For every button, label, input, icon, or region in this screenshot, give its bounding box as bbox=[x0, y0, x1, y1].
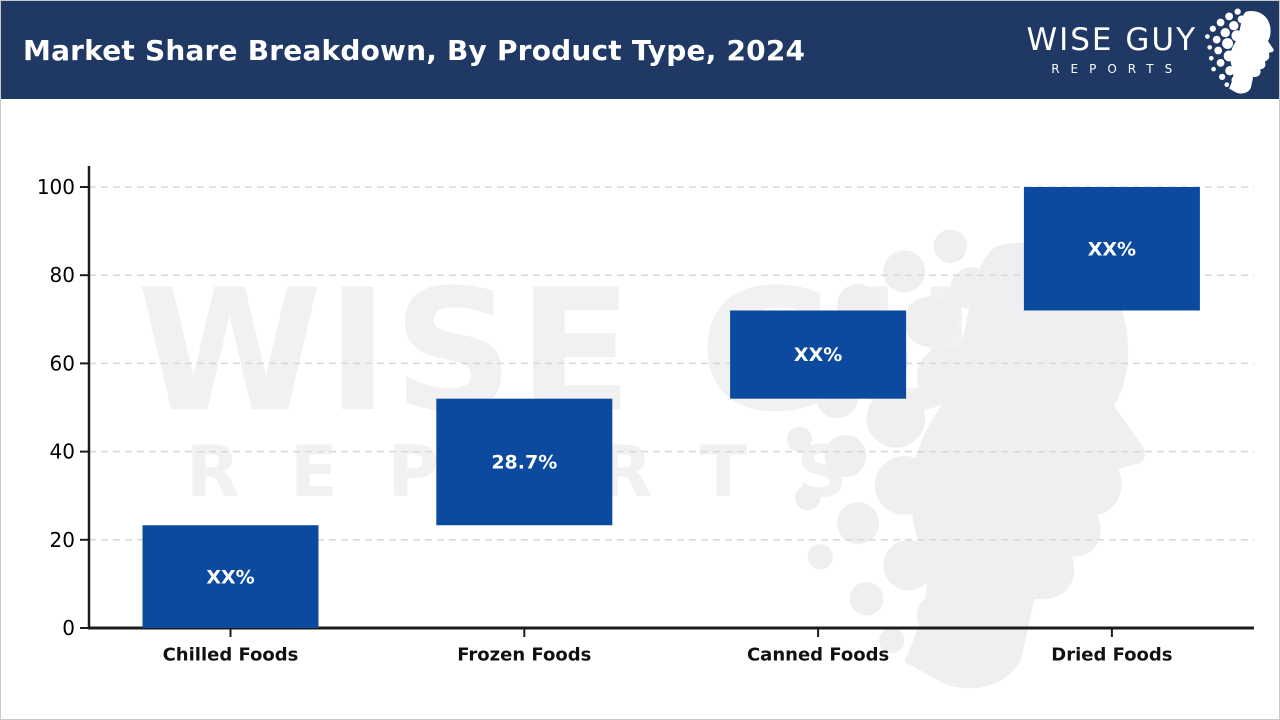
bar-label-1: XX% bbox=[206, 566, 254, 588]
bar-chart: 0 20 40 60 80 100 XX% Chilled Foods 28.7% Frozen … bbox=[37, 166, 1254, 665]
bar-chilled-foods bbox=[142, 525, 319, 628]
logo-text: WISE GUY REPORTS bbox=[1026, 22, 1197, 76]
chart-title: Market Share Breakdown, By Product Type,… bbox=[23, 33, 806, 67]
x-category-label-4: Dried Foods bbox=[1051, 644, 1172, 665]
y-tick-label-40: 40 bbox=[50, 440, 75, 464]
x-category-label-1: Chilled Foods bbox=[163, 644, 299, 665]
bar-label-3: XX% bbox=[794, 344, 842, 366]
chart-area: 0 20 40 60 80 100 XX% Chilled Foods 28.7% Frozen … bbox=[1, 99, 1279, 719]
bar-frozen-foods bbox=[436, 398, 613, 526]
y-tick-label-20: 20 bbox=[50, 528, 75, 552]
logo-wordmark: WISE GUY bbox=[1026, 22, 1197, 58]
y-tick-label-100: 100 bbox=[37, 175, 75, 199]
x-category-label-2: Frozen Foods bbox=[457, 644, 591, 665]
logo-head-icon bbox=[1205, 8, 1274, 93]
x-category-label-3: Canned Foods bbox=[747, 644, 889, 665]
y-tick-label-0: 0 bbox=[62, 616, 75, 640]
bar-label-2: 28.7% bbox=[491, 452, 557, 474]
y-tick-label-60: 60 bbox=[50, 351, 75, 375]
bar-label-4: XX% bbox=[1088, 238, 1136, 260]
y-tick-label-80: 80 bbox=[50, 263, 75, 287]
report-header: Market Share Breakdown, By Product Type,… bbox=[1, 1, 1279, 99]
logo-subtext: REPORTS bbox=[1051, 62, 1184, 76]
wiseguy-logo: WISE GUY REPORTS bbox=[1026, 7, 1279, 94]
